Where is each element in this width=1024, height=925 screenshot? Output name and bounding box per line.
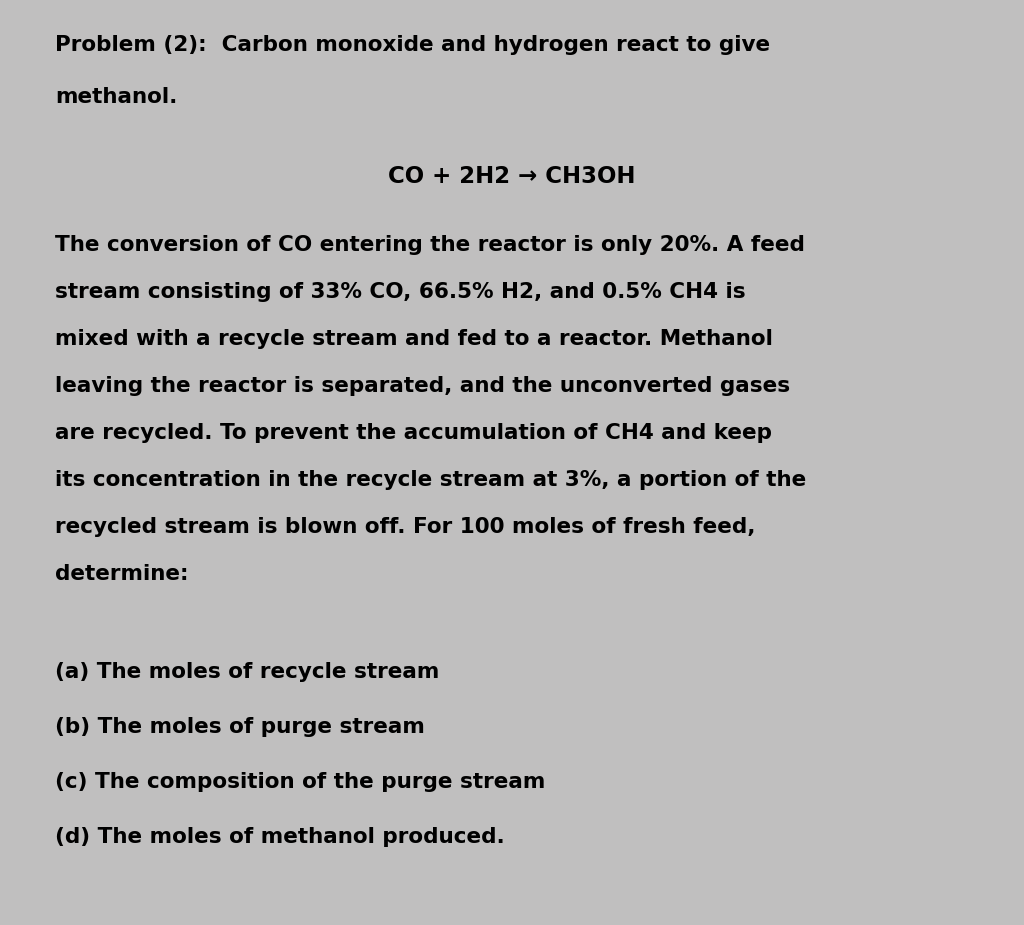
Text: leaving the reactor is separated, and the unconverted gases: leaving the reactor is separated, and th… bbox=[55, 376, 791, 396]
Text: methanol.: methanol. bbox=[55, 87, 177, 107]
Text: determine:: determine: bbox=[55, 564, 188, 584]
Text: (c) The composition of the purge stream: (c) The composition of the purge stream bbox=[55, 772, 546, 792]
Text: its concentration in the recycle stream at 3%, a portion of the: its concentration in the recycle stream … bbox=[55, 470, 806, 490]
Text: (d) The moles of methanol produced.: (d) The moles of methanol produced. bbox=[55, 827, 505, 847]
Text: (b) The moles of purge stream: (b) The moles of purge stream bbox=[55, 717, 425, 737]
Text: Problem (2):  Carbon monoxide and hydrogen react to give: Problem (2): Carbon monoxide and hydroge… bbox=[55, 35, 770, 55]
Text: (a) The moles of recycle stream: (a) The moles of recycle stream bbox=[55, 662, 439, 682]
Text: recycled stream is blown off. For 100 moles of fresh feed,: recycled stream is blown off. For 100 mo… bbox=[55, 517, 756, 537]
Text: mixed with a recycle stream and fed to a reactor. Methanol: mixed with a recycle stream and fed to a… bbox=[55, 329, 773, 349]
Text: CO + 2H2 → CH3OH: CO + 2H2 → CH3OH bbox=[388, 165, 636, 188]
Text: The conversion of CO entering the reactor is only 20%. A feed: The conversion of CO entering the reacto… bbox=[55, 235, 805, 255]
Text: stream consisting of 33% CO, 66.5% H2, and 0.5% CH4 is: stream consisting of 33% CO, 66.5% H2, a… bbox=[55, 282, 745, 302]
Text: are recycled. To prevent the accumulation of CH4 and keep: are recycled. To prevent the accumulatio… bbox=[55, 423, 772, 443]
